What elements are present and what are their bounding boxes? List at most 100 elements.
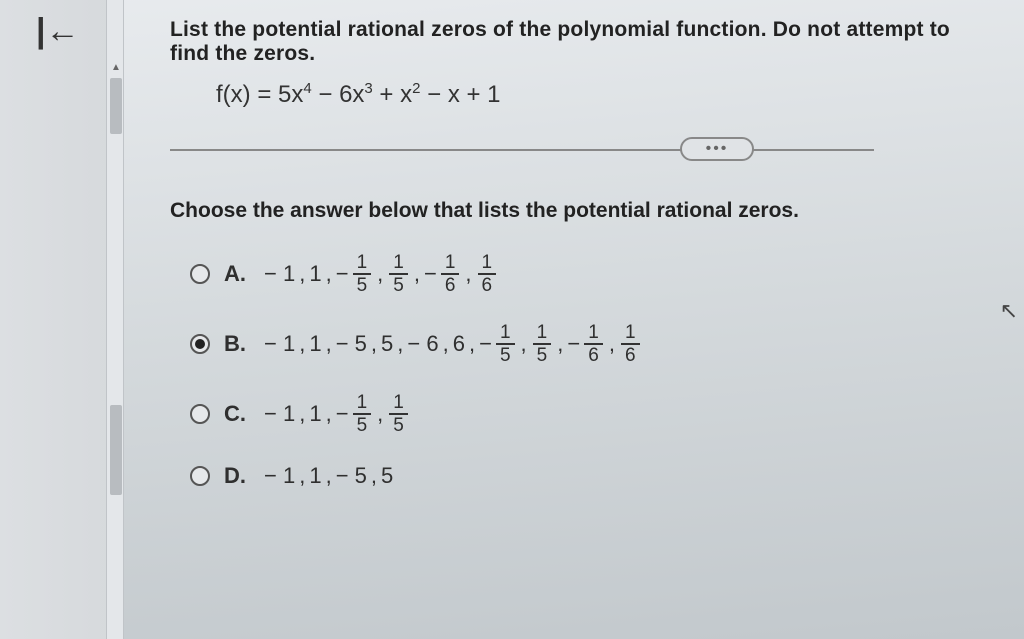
comma: , (326, 401, 332, 427)
comma: , (299, 331, 305, 357)
fraction: 15 (353, 253, 372, 295)
fraction: 15 (389, 253, 408, 295)
answer-prompt: Choose the answer below that lists the p… (170, 199, 994, 223)
radio-b[interactable] (190, 334, 210, 354)
fraction-numer: 1 (353, 253, 372, 272)
fraction-numer: 1 (389, 393, 408, 412)
scroll-thumb[interactable] (110, 78, 122, 134)
divider: ••• (170, 137, 994, 165)
number: 1 (309, 331, 321, 357)
question-prompt: List the potential rational zeros of the… (170, 18, 994, 66)
scroll-up-icon[interactable]: ▲ (107, 58, 125, 76)
comma: , (371, 331, 377, 357)
fraction: 16 (441, 253, 460, 295)
number: − (424, 261, 437, 287)
comma: , (299, 463, 305, 489)
fraction-numer: 1 (353, 393, 372, 412)
fraction-denom: 5 (496, 346, 515, 365)
comma: , (521, 331, 527, 357)
fraction-denom: 5 (389, 416, 408, 435)
comma: , (557, 331, 563, 357)
radio-c[interactable] (190, 404, 210, 424)
page: ▲ |← List the potential rational zeros o… (0, 0, 1024, 639)
fraction-denom: 6 (441, 276, 460, 295)
equation-equals: = (257, 81, 278, 108)
number: − 1 (264, 463, 295, 489)
comma: , (377, 261, 383, 287)
fraction: 16 (584, 323, 603, 365)
choice-label: A. (224, 261, 250, 287)
answer-choices: A.− 1,1,−15,15,−16,16B.− 1,1,− 5,5,− 6,6… (190, 253, 994, 489)
fraction: 15 (496, 323, 515, 365)
choice-math: − 1,1,− 5,5 (264, 463, 393, 489)
choice-d[interactable]: D.− 1,1,− 5,5 (190, 463, 994, 489)
comma: , (609, 331, 615, 357)
number: − (336, 261, 349, 287)
fraction-numer: 1 (584, 323, 603, 342)
equation-lhs: f(x) (216, 81, 251, 108)
comma: , (326, 331, 332, 357)
comma: , (299, 261, 305, 287)
number: − 1 (264, 261, 295, 287)
fraction-numer: 1 (441, 253, 460, 272)
radio-d[interactable] (190, 466, 210, 486)
more-icon[interactable]: ••• (680, 137, 754, 161)
number: 6 (453, 331, 465, 357)
polynomial-equation: f(x) = 5x4 − 6x3 + x2 − x + 1 (216, 80, 994, 109)
scroll-thumb-lower[interactable] (110, 405, 122, 495)
fraction-denom: 5 (533, 346, 552, 365)
comma: , (414, 261, 420, 287)
choice-math: − 1,1,−15,15,−16,16 (264, 253, 498, 295)
fraction-denom: 6 (584, 346, 603, 365)
comma: , (299, 401, 305, 427)
choice-b[interactable]: B.− 1,1,− 5,5,− 6,6,−15,15,−16,16 (190, 323, 994, 365)
divider-line (170, 149, 874, 151)
scrollbar-track[interactable]: ▲ (106, 0, 124, 639)
number: 1 (309, 261, 321, 287)
choice-label: B. (224, 331, 250, 357)
number: − 6 (407, 331, 438, 357)
number: − 5 (336, 463, 367, 489)
left-gutter (0, 0, 114, 639)
number: − 1 (264, 401, 295, 427)
comma: , (469, 331, 475, 357)
comma: , (443, 331, 449, 357)
fraction-numer: 1 (621, 323, 640, 342)
number: − 5 (336, 331, 367, 357)
fraction: 16 (621, 323, 640, 365)
fraction-numer: 1 (496, 323, 515, 342)
choice-c[interactable]: C.− 1,1,−15,15 (190, 393, 994, 435)
fraction-denom: 6 (621, 346, 640, 365)
comma: , (326, 463, 332, 489)
fraction: 15 (389, 393, 408, 435)
fraction-denom: 6 (478, 276, 497, 295)
fraction-numer: 1 (389, 253, 408, 272)
content-area: List the potential rational zeros of the… (128, 0, 1024, 639)
fraction-numer: 1 (533, 323, 552, 342)
fraction-denom: 5 (353, 276, 372, 295)
number: − (336, 401, 349, 427)
comma: , (377, 401, 383, 427)
back-icon[interactable]: |← (36, 12, 80, 51)
choice-a[interactable]: A.− 1,1,−15,15,−16,16 (190, 253, 994, 295)
choice-label: D. (224, 463, 250, 489)
number: 1 (309, 463, 321, 489)
comma: , (371, 463, 377, 489)
comma: , (326, 261, 332, 287)
radio-a[interactable] (190, 264, 210, 284)
choice-label: C. (224, 401, 250, 427)
number: 5 (381, 463, 393, 489)
number: 5 (381, 331, 393, 357)
number: − (567, 331, 580, 357)
equation-rhs: 5x4 − 6x3 + x2 − x + 1 (278, 81, 501, 108)
fraction: 16 (478, 253, 497, 295)
number: − 1 (264, 331, 295, 357)
choice-math: − 1,1,−15,15 (264, 393, 410, 435)
fraction-denom: 5 (353, 416, 372, 435)
comma: , (465, 261, 471, 287)
fraction-numer: 1 (478, 253, 497, 272)
cursor-icon: ↖ (1000, 298, 1018, 324)
comma: , (397, 331, 403, 357)
number: − (479, 331, 492, 357)
fraction-denom: 5 (389, 276, 408, 295)
